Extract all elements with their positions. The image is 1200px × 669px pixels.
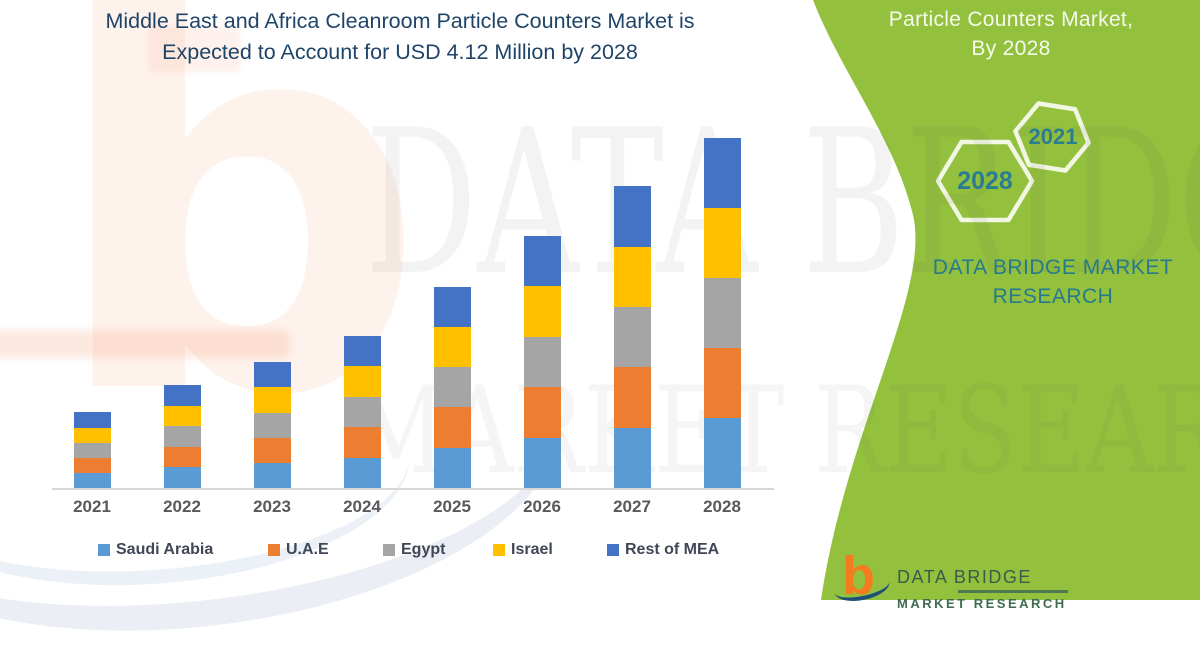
bar-segment-u-a-e [343,427,381,458]
legend-label: Egypt [401,541,446,558]
bar-segment-u-a-e [703,347,741,418]
brand-name-line2: RESEARCH [992,285,1114,308]
hexagon-2021-label: 2021 [1028,124,1078,149]
bar-segment-israel [253,387,291,413]
bar-segment-rest-of-mea [703,137,741,208]
bar-segment-rest-of-mea [253,362,291,388]
bar-segment-rest-of-mea [73,412,111,428]
bar-segment-rest-of-mea [613,186,651,247]
stacked-bar-2027 [613,186,651,488]
legend-item-egypt: Egypt [383,541,445,559]
x-axis-label-2027: 2027 [613,497,651,516]
bar-segment-saudi-arabia [703,417,741,488]
bar-segment-egypt [163,426,201,447]
hexagon-2021-outline [1013,101,1091,173]
stacked-bar-2025 [433,286,471,488]
green-panel-shape [813,0,1200,600]
legend-item-rest-of-mea: Rest of MEA [607,541,719,559]
content-layer: Middle East and Africa Cleanroom Particl… [0,0,1174,611]
bar-segment-egypt [73,442,111,458]
bar-segment-saudi-arabia [433,447,471,488]
legend-swatch-icon [607,544,619,556]
side-panel-background [813,0,1200,600]
hexagon-2028-label: 2028 [957,167,1013,195]
bar-segment-egypt [523,336,561,388]
x-axis-label-2026: 2026 [523,497,561,516]
panel-header-line1: Particle Counters Market, [888,8,1134,31]
bar-segment-israel [73,427,111,443]
stacked-bar-2021 [73,412,111,488]
x-axis-label-2024: 2024 [343,497,381,516]
bar-segment-saudi-arabia [163,467,201,488]
stacked-bar-2028 [703,137,741,488]
bar-segment-egypt [253,412,291,438]
bar-segment-israel [343,366,381,397]
legend-label: U.A.E [286,541,329,558]
hexagon-2028-outline [935,139,1035,223]
footer-logo-subtext: MARKET RESEARCH [897,596,1067,611]
legend-label: Saudi Arabia [116,541,214,558]
bar-segment-israel [523,286,561,337]
plot-area [0,0,800,488]
bar-segment-israel [703,207,741,278]
legend-item-u-a-e: U.A.E [268,541,329,559]
bar-segment-israel [433,326,471,368]
bar-segment-rest-of-mea [523,235,561,287]
bar-segment-u-a-e [163,446,201,468]
stacked-bar-2022 [163,385,201,488]
legend-label: Rest of MEA [625,541,720,558]
legend-swatch-icon [268,544,280,556]
x-axis-label-2021: 2021 [73,497,111,516]
stacked-bar-2023 [253,362,291,488]
bar-segment-u-a-e [253,437,291,463]
panel-header-line2: By 2028 [971,37,1051,60]
bar-segment-egypt [433,367,471,408]
bar-segment-rest-of-mea [163,385,201,406]
x-axis-label-2022: 2022 [163,497,201,516]
bar-segment-saudi-arabia [343,457,381,488]
bar-segment-saudi-arabia [73,472,111,488]
bar-segment-saudi-arabia [613,427,651,488]
legend-label: Israel [511,541,553,558]
footer-logo-b-icon: b [842,546,875,606]
footer-logo-name: DATA BRIDGE [897,567,1032,587]
bar-segment-israel [613,246,651,307]
bar-segment-saudi-arabia [253,462,291,488]
chart-title-line1: Middle East and Africa Cleanroom Particl… [105,9,695,33]
bar-segment-u-a-e [613,367,651,428]
legend-swatch-icon [493,544,505,556]
bar-segment-rest-of-mea [343,335,381,367]
x-axis-line [52,488,774,490]
footer-logo-underline [958,590,1068,593]
bar-segment-u-a-e [433,407,471,448]
bar-segment-u-a-e [73,457,111,473]
bar-segment-u-a-e [523,387,561,438]
x-axis-label-2023: 2023 [253,497,291,516]
bar-segment-egypt [703,277,741,348]
stacked-bar-2024 [343,335,381,488]
legend-swatch-icon [383,544,395,556]
x-axis-label-2025: 2025 [433,497,471,516]
brand-name-line1: DATA BRIDGE MARKET [932,256,1174,279]
bar-segment-rest-of-mea [433,286,471,327]
chart-title: Middle East and Africa Cleanroom Particl… [0,6,800,68]
x-axis-label-2028: 2028 [703,497,741,516]
bar-segment-saudi-arabia [523,437,561,488]
bar-segment-israel [163,405,201,427]
legend-item-israel: Israel [493,541,553,559]
bar-segment-egypt [613,306,651,368]
bar-segment-egypt [343,396,381,428]
legend-swatch-icon [98,544,110,556]
chart-title-line2: Expected to Account for USD 4.12 Million… [162,40,638,64]
stacked-bar-2026 [523,235,561,488]
legend-item-saudi-arabia: Saudi Arabia [98,541,213,559]
